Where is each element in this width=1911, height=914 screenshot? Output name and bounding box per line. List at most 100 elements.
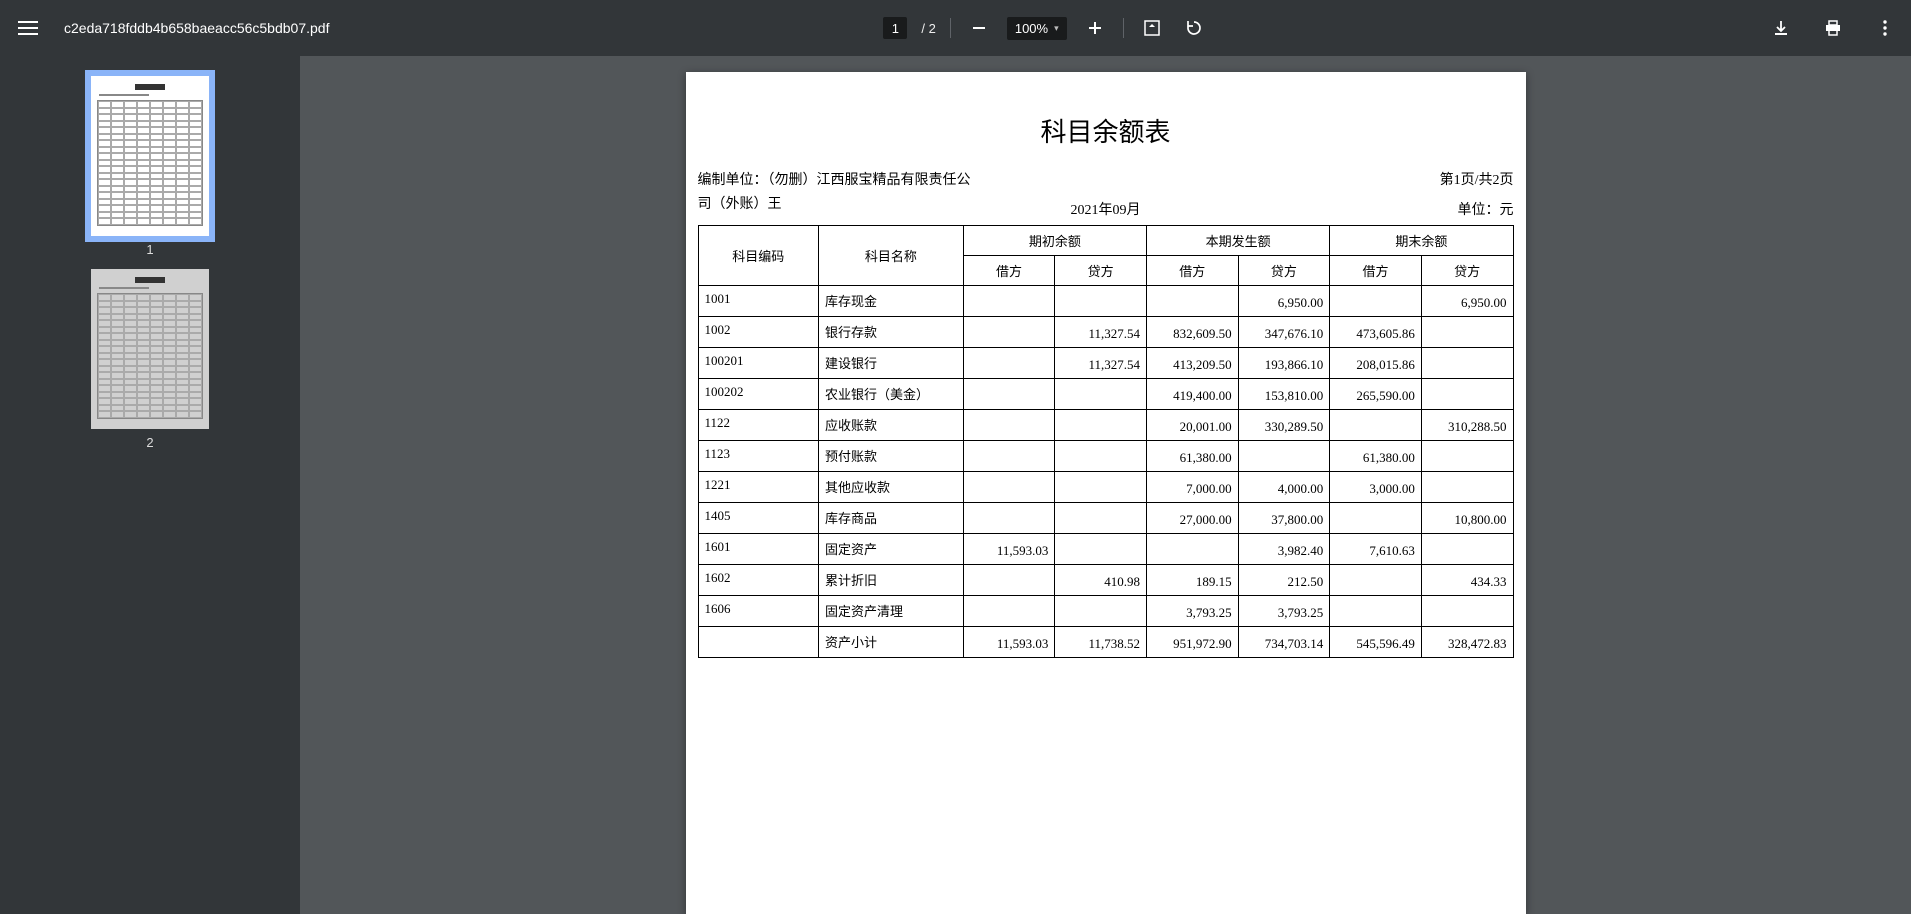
toolbar-divider xyxy=(950,18,951,38)
zoom-level-select[interactable]: 100% xyxy=(1007,17,1067,40)
cell-amount xyxy=(963,409,1055,440)
header-debit: 借方 xyxy=(1330,255,1422,285)
header-code: 科目编码 xyxy=(698,225,819,285)
cell-amount xyxy=(963,285,1055,316)
ledger-table: 科目编码 科目名称 期初余额 本期发生额 期末余额 借方 贷方 借方 贷方 借方… xyxy=(698,225,1514,658)
cell-name: 累计折旧 xyxy=(819,564,964,595)
cell-amount: 473,605.86 xyxy=(1330,316,1422,347)
cell-amount: 212.50 xyxy=(1238,564,1330,595)
download-button[interactable] xyxy=(1767,14,1795,42)
cell-amount: 434.33 xyxy=(1421,564,1513,595)
cell-amount xyxy=(1146,285,1238,316)
header-credit: 贷方 xyxy=(1238,255,1330,285)
cell-amount: 153,810.00 xyxy=(1238,378,1330,409)
page-viewer[interactable]: 科目余额表 编制单位：（勿删）江西服宝精品有限责任公司（外账）王 2021年09… xyxy=(300,56,1911,914)
header-debit: 借方 xyxy=(963,255,1055,285)
zoom-in-button[interactable] xyxy=(1081,14,1109,42)
cell-name: 农业银行（美金） xyxy=(819,378,964,409)
header-ending: 期末余额 xyxy=(1330,225,1513,255)
cell-amount xyxy=(963,316,1055,347)
toolbar-divider xyxy=(1123,18,1124,38)
thumbnail-page[interactable] xyxy=(91,76,209,236)
cell-name: 预付账款 xyxy=(819,440,964,471)
cell-amount xyxy=(1421,347,1513,378)
table-row: 1122应收账款20,001.00330,289.50310,288.50 xyxy=(698,409,1513,440)
cell-amount: 61,380.00 xyxy=(1146,440,1238,471)
cell-amount xyxy=(1330,502,1422,533)
thumbnail-item[interactable]: 2 xyxy=(91,269,209,450)
cell-amount: 10,800.00 xyxy=(1421,502,1513,533)
minus-icon xyxy=(971,20,987,36)
cell-amount: 832,609.50 xyxy=(1146,316,1238,347)
cell-code: 1221 xyxy=(698,471,819,502)
pdf-toolbar: c2eda718fddb4b658baeacc56c5bdb07.pdf / 2… xyxy=(0,0,1911,56)
cell-amount: 208,015.86 xyxy=(1330,347,1422,378)
cell-amount: 734,703.14 xyxy=(1238,626,1330,657)
thumbnails-sidebar[interactable]: 12 xyxy=(0,56,300,914)
cell-code xyxy=(698,626,819,657)
table-row: 1221其他应收款7,000.004,000.003,000.00 xyxy=(698,471,1513,502)
cell-amount: 11,593.03 xyxy=(963,533,1055,564)
cell-amount xyxy=(1055,285,1147,316)
document-meta: 编制单位：（勿删）江西服宝精品有限责任公司（外账）王 2021年09月 第1页/… xyxy=(698,169,1514,223)
table-row: 100202农业银行（美金）419,400.00153,810.00265,59… xyxy=(698,378,1513,409)
fit-page-icon xyxy=(1143,19,1161,37)
more-options-button[interactable] xyxy=(1871,14,1899,42)
table-row: 1602累计折旧410.98189.15212.50434.33 xyxy=(698,564,1513,595)
period-label: 2021年09月 xyxy=(1071,199,1141,219)
cell-name: 银行存款 xyxy=(819,316,964,347)
more-vertical-icon xyxy=(1876,19,1894,37)
cell-amount xyxy=(1055,440,1147,471)
cell-amount xyxy=(963,595,1055,626)
cell-amount: 330,289.50 xyxy=(1238,409,1330,440)
cell-code: 1602 xyxy=(698,564,819,595)
header-credit: 贷方 xyxy=(1421,255,1513,285)
document-filename: c2eda718fddb4b658baeacc56c5bdb07.pdf xyxy=(64,20,329,36)
menu-icon[interactable] xyxy=(12,15,44,41)
thumbnail-item[interactable]: 1 xyxy=(91,76,209,257)
download-icon xyxy=(1772,19,1790,37)
thumbnail-page[interactable] xyxy=(91,269,209,429)
unit-label: 单位：元 xyxy=(1440,199,1514,223)
cell-amount: 951,972.90 xyxy=(1146,626,1238,657)
cell-amount xyxy=(963,378,1055,409)
cell-name: 建设银行 xyxy=(819,347,964,378)
cell-amount: 11,593.03 xyxy=(963,626,1055,657)
print-button[interactable] xyxy=(1819,14,1847,42)
cell-amount: 4,000.00 xyxy=(1238,471,1330,502)
fit-page-button[interactable] xyxy=(1138,14,1166,42)
cell-amount: 410.98 xyxy=(1055,564,1147,595)
cell-amount xyxy=(1421,471,1513,502)
cell-amount: 419,400.00 xyxy=(1146,378,1238,409)
cell-amount xyxy=(1146,533,1238,564)
cell-code: 1122 xyxy=(698,409,819,440)
cell-name: 固定资产清理 xyxy=(819,595,964,626)
cell-amount: 61,380.00 xyxy=(1330,440,1422,471)
cell-amount xyxy=(1330,285,1422,316)
cell-name: 应收账款 xyxy=(819,409,964,440)
cell-amount xyxy=(1330,595,1422,626)
cell-amount: 7,610.63 xyxy=(1330,533,1422,564)
cell-name: 库存商品 xyxy=(819,502,964,533)
page-number-input[interactable] xyxy=(883,17,907,39)
cell-amount xyxy=(1330,564,1422,595)
cell-amount: 11,327.54 xyxy=(1055,316,1147,347)
cell-code: 1606 xyxy=(698,595,819,626)
cell-amount: 11,738.52 xyxy=(1055,626,1147,657)
zoom-out-button[interactable] xyxy=(965,14,993,42)
cell-amount xyxy=(1055,471,1147,502)
cell-amount: 328,472.83 xyxy=(1421,626,1513,657)
table-row: 100201建设银行11,327.54413,209.50193,866.102… xyxy=(698,347,1513,378)
cell-name: 资产小计 xyxy=(819,626,964,657)
table-row: 资产小计11,593.0311,738.52951,972.90734,703.… xyxy=(698,626,1513,657)
rotate-button[interactable] xyxy=(1180,14,1208,42)
page-info: 第1页/共2页 xyxy=(1440,169,1514,193)
cell-amount: 347,676.10 xyxy=(1238,316,1330,347)
org-label: 编制单位： xyxy=(698,173,768,188)
cell-code: 100202 xyxy=(698,378,819,409)
cell-amount xyxy=(1421,316,1513,347)
print-icon xyxy=(1824,19,1842,37)
table-row: 1606固定资产清理3,793.253,793.25 xyxy=(698,595,1513,626)
cell-amount xyxy=(963,347,1055,378)
cell-amount xyxy=(963,440,1055,471)
